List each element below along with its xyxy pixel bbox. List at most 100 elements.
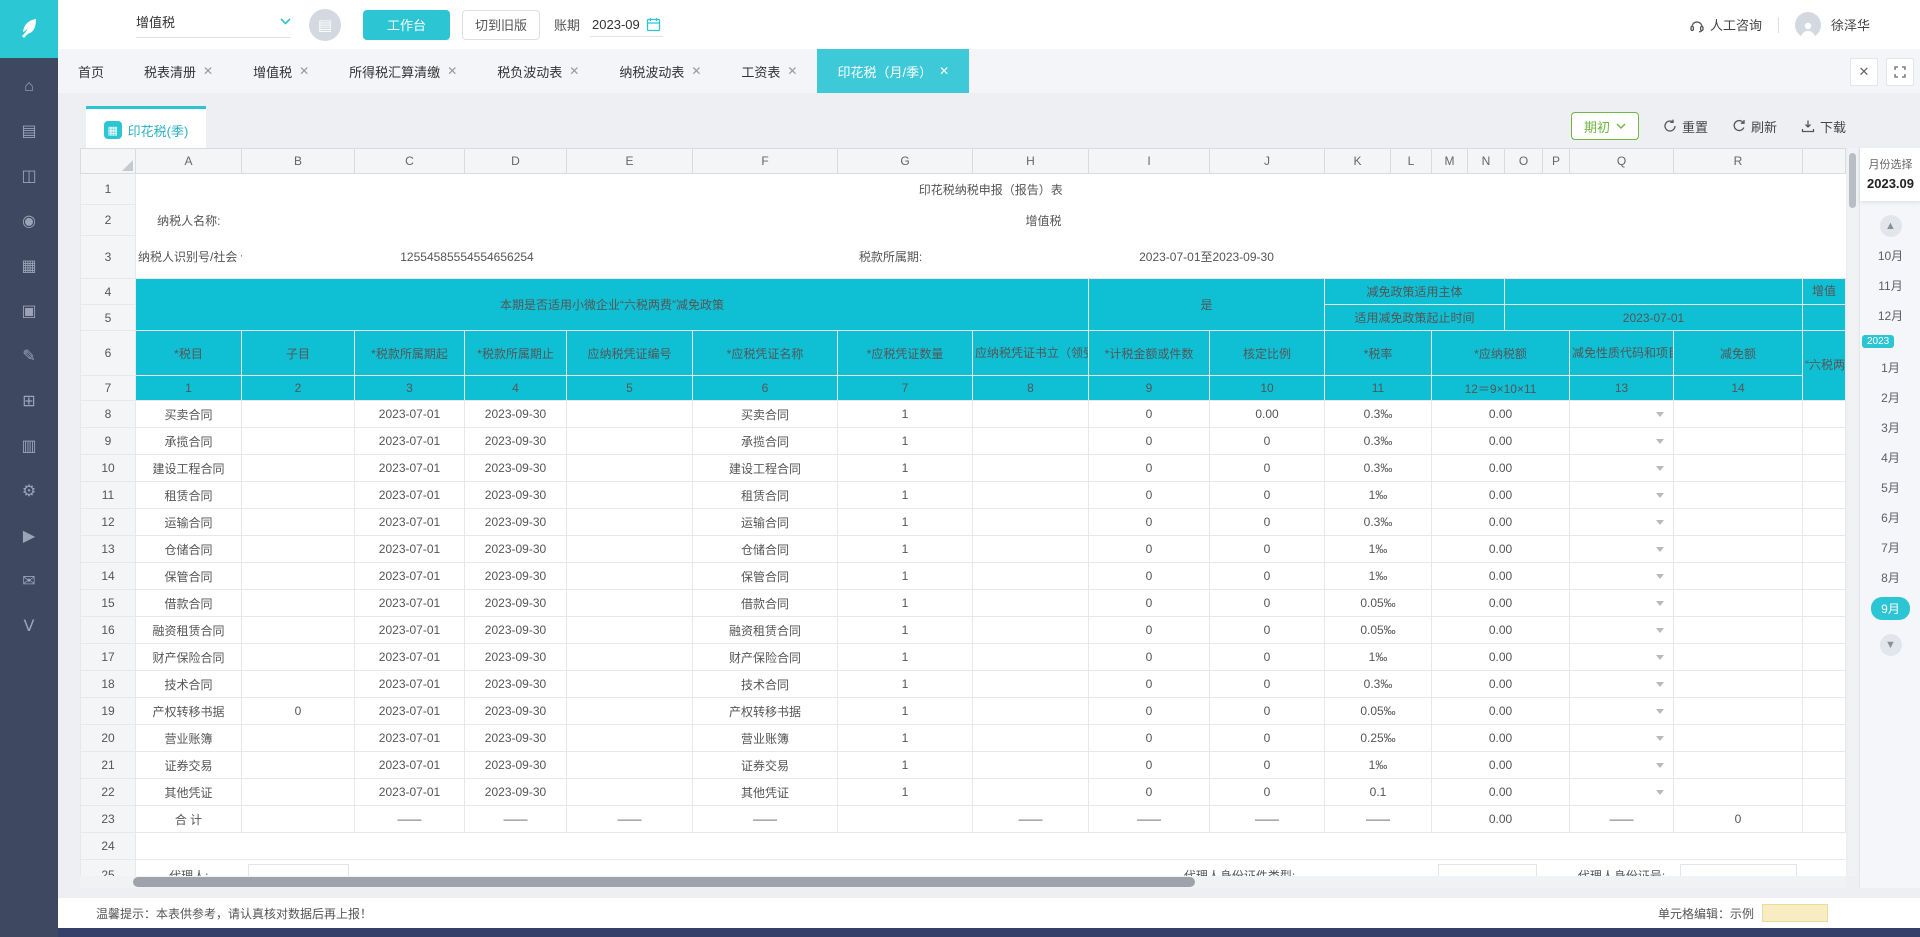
cell[interactable] — [1802, 751, 1846, 779]
row-header[interactable]: 23 — [80, 805, 136, 833]
month-item-6月[interactable]: 6月 — [1881, 511, 1900, 525]
cell[interactable] — [972, 697, 1089, 725]
dropdown-arrow-icon[interactable] — [1656, 682, 1664, 687]
cell[interactable]: —— — [692, 805, 838, 833]
cell[interactable]: 0.05‰ — [1324, 697, 1432, 725]
cell[interactable]: 2023-09-30 — [464, 562, 567, 590]
cell[interactable] — [1569, 589, 1674, 617]
cell[interactable] — [1569, 562, 1674, 590]
cell[interactable]: 2023-07-01 — [354, 481, 465, 509]
cell[interactable]: 0 — [1209, 616, 1325, 644]
cell[interactable]: 2023-07-01 — [354, 778, 465, 806]
row-header[interactable]: 3 — [80, 235, 136, 279]
cell[interactable] — [1569, 697, 1674, 725]
cell[interactable]: 仓储合同 — [692, 535, 838, 563]
cell[interactable]: 证券交易 — [692, 751, 838, 779]
cell[interactable] — [1324, 235, 1846, 279]
tab-close-icon[interactable]: ✕ — [787, 64, 798, 78]
column-header-E[interactable]: E — [566, 148, 693, 174]
cell[interactable] — [1569, 481, 1674, 509]
row-header[interactable]: 4 — [80, 278, 136, 305]
month-item-2月[interactable]: 2月 — [1881, 391, 1900, 405]
month-item-5月[interactable]: 5月 — [1881, 481, 1900, 495]
cell[interactable]: 2023-07-01 — [354, 427, 465, 455]
cell[interactable]: 保管合同 — [135, 562, 242, 590]
cell[interactable]: 2023-09-30 — [464, 697, 567, 725]
cell[interactable] — [241, 616, 355, 644]
month-item-3月[interactable]: 3月 — [1881, 421, 1900, 435]
cell[interactable]: 借款合同 — [135, 589, 242, 617]
cell[interactable]: 租赁合同 — [135, 481, 242, 509]
column-header-L[interactable]: L — [1390, 148, 1432, 174]
cell[interactable]: 建设工程合同 — [135, 454, 242, 482]
invoice-icon[interactable]: ▤ — [21, 123, 37, 140]
dropdown-arrow-icon[interactable] — [1656, 493, 1664, 498]
cell[interactable]: 1 — [837, 697, 973, 725]
cell[interactable]: 1 — [837, 724, 973, 752]
reset-button[interactable]: 重置 — [1663, 117, 1708, 136]
cell[interactable] — [1569, 427, 1674, 455]
cell[interactable]: 0 — [1088, 751, 1210, 779]
cell[interactable]: 0 — [241, 697, 355, 725]
cell[interactable] — [1802, 697, 1846, 725]
column-header-partial[interactable] — [1802, 148, 1846, 174]
cell[interactable]: 承揽合同 — [692, 427, 838, 455]
row-header[interactable]: 2 — [80, 204, 136, 236]
cell[interactable] — [972, 751, 1089, 779]
row-header[interactable]: 12 — [80, 508, 136, 536]
cell[interactable]: 0 — [1088, 454, 1210, 482]
month-item-8月[interactable]: 8月 — [1881, 571, 1900, 585]
fullscreen-button[interactable] — [1886, 58, 1914, 86]
row-header[interactable]: 21 — [80, 751, 136, 779]
cell[interactable]: 1‰ — [1324, 643, 1432, 671]
cell[interactable] — [837, 805, 973, 833]
cell[interactable]: 1 — [837, 508, 973, 536]
cell[interactable]: 0 — [1209, 535, 1325, 563]
report-icon[interactable]: ▣ — [21, 303, 37, 320]
cell[interactable]: 2023-09-30 — [464, 589, 567, 617]
cell[interactable] — [241, 643, 355, 671]
cell[interactable] — [1673, 670, 1803, 698]
cell[interactable] — [566, 643, 693, 671]
vertical-scrollbar[interactable] — [1848, 148, 1857, 876]
cell[interactable]: 证券交易 — [135, 751, 242, 779]
column-header-H[interactable]: H — [972, 148, 1089, 174]
cell[interactable]: 2023-07-01 — [354, 751, 465, 779]
cell[interactable]: 其他凭证 — [135, 778, 242, 806]
cell[interactable] — [1569, 724, 1674, 752]
horizontal-scrollbar-thumb[interactable] — [133, 877, 1195, 887]
apps-icon[interactable]: ⊞ — [22, 393, 36, 410]
row-header[interactable]: 15 — [80, 589, 136, 617]
cell[interactable] — [1569, 778, 1674, 806]
cell[interactable]: 0.00 — [1431, 724, 1570, 752]
cell[interactable] — [1802, 670, 1846, 698]
cell[interactable]: 财产保险合同 — [135, 643, 242, 671]
cell[interactable] — [1569, 643, 1674, 671]
cell[interactable]: —— — [1088, 805, 1210, 833]
cell[interactable]: 0 — [1209, 481, 1325, 509]
column-header-C[interactable]: C — [354, 148, 465, 174]
cell[interactable]: 保管合同 — [692, 562, 838, 590]
cell[interactable] — [566, 589, 693, 617]
tab-close-icon[interactable]: ✕ — [939, 64, 950, 78]
cell[interactable]: 0 — [1209, 562, 1325, 590]
cell[interactable] — [1673, 697, 1803, 725]
cell[interactable]: 2023-09-30 — [464, 427, 567, 455]
cell[interactable]: 2023-09-30 — [464, 454, 567, 482]
cell[interactable]: 承揽合同 — [135, 427, 242, 455]
cell[interactable]: 2023-09-30 — [464, 400, 567, 428]
row-header[interactable]: 9 — [80, 427, 136, 455]
tab-税表清册[interactable]: 税表清册 ✕ — [124, 49, 233, 93]
cell[interactable]: 0 — [1209, 427, 1325, 455]
row-header[interactable]: 11 — [80, 481, 136, 509]
dropdown-arrow-icon[interactable] — [1656, 520, 1664, 525]
cell[interactable]: 融资租赁合同 — [135, 616, 242, 644]
cell[interactable]: 2023-07-01 — [354, 400, 465, 428]
chart-icon[interactable]: ◫ — [21, 168, 37, 185]
cell[interactable]: 0 — [1209, 778, 1325, 806]
cell[interactable] — [566, 562, 693, 590]
cell[interactable]: 纳税人识别号/社会 信用代码: — [135, 235, 242, 279]
cell[interactable]: 0.00 — [1431, 697, 1570, 725]
cell[interactable] — [241, 724, 355, 752]
dropdown-arrow-icon[interactable] — [1656, 574, 1664, 579]
